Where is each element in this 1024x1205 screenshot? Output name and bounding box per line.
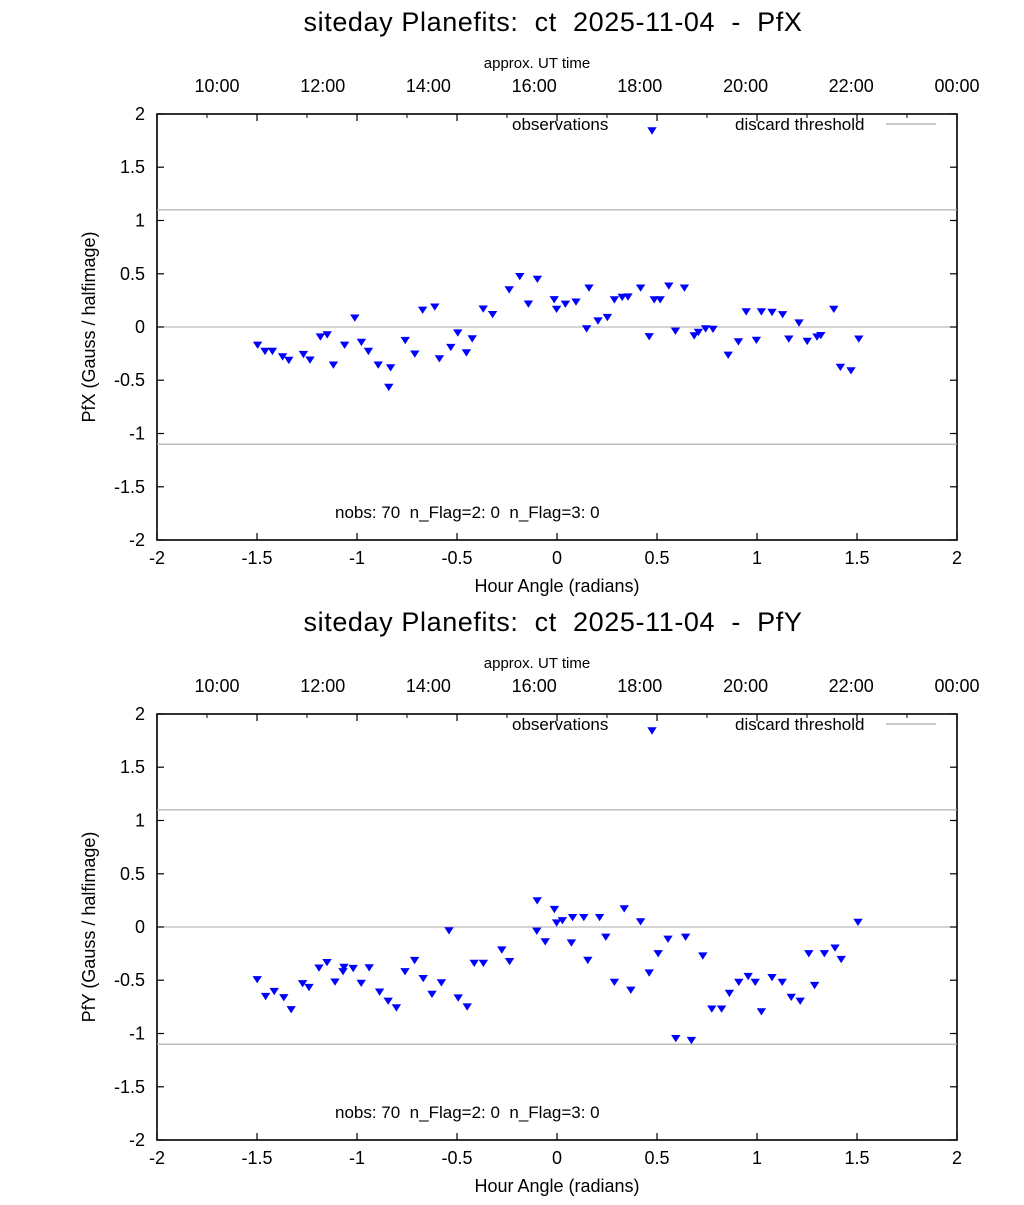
svg-text:-1: -1 [349,1148,365,1168]
svg-text:0.5: 0.5 [120,264,145,284]
svg-text:00:00: 00:00 [934,76,979,96]
svg-text:0.5: 0.5 [644,548,669,568]
svg-text:-0.5: -0.5 [114,970,145,990]
svg-text:1: 1 [135,211,145,231]
svg-text:14:00: 14:00 [406,676,451,696]
svg-text:1: 1 [752,548,762,568]
svg-text:-0.5: -0.5 [114,370,145,390]
svg-text:16:00: 16:00 [512,676,557,696]
svg-text:0: 0 [135,317,145,337]
svg-text:-2: -2 [129,530,145,550]
svg-text:-2: -2 [149,1148,165,1168]
svg-text:nobs: 70 n_Flag=2: 0 n_Flag=: nobs: 70 n_Flag=2: 0 n_Flag=3: 0 [335,1103,600,1122]
svg-text:discard threshold: discard threshold [735,715,864,734]
svg-text:10:00: 10:00 [194,76,239,96]
svg-text:10:00: 10:00 [194,676,239,696]
svg-text:siteday Planefits: ct 2025-1: siteday Planefits: ct 2025-11-04 - PfY [304,607,803,637]
svg-text:approx. UT time: approx. UT time [484,655,590,672]
svg-text:-1.5: -1.5 [241,1148,272,1168]
svg-text:-2: -2 [129,1130,145,1150]
svg-text:observations: observations [512,115,608,134]
svg-text:18:00: 18:00 [617,76,662,96]
svg-text:PfX (Gauss / halfimage): PfX (Gauss / halfimage) [79,231,99,422]
svg-text:observations: observations [512,715,608,734]
svg-text:18:00: 18:00 [617,676,662,696]
svg-text:1: 1 [752,1148,762,1168]
svg-text:20:00: 20:00 [723,76,768,96]
svg-text:22:00: 22:00 [829,676,874,696]
svg-text:0.5: 0.5 [120,864,145,884]
svg-text:discard threshold: discard threshold [735,115,864,134]
svg-text:1.5: 1.5 [120,157,145,177]
svg-text:approx. UT time: approx. UT time [484,55,590,72]
svg-text:0: 0 [552,548,562,568]
svg-text:-0.5: -0.5 [441,1148,472,1168]
svg-text:2: 2 [952,548,962,568]
svg-text:-1: -1 [129,424,145,444]
svg-text:Hour Angle (radians): Hour Angle (radians) [474,576,639,596]
svg-text:-2: -2 [149,548,165,568]
svg-text:12:00: 12:00 [300,676,345,696]
svg-text:12:00: 12:00 [300,76,345,96]
svg-text:2: 2 [135,704,145,724]
svg-text:-1: -1 [129,1024,145,1044]
svg-text:-1.5: -1.5 [114,477,145,497]
svg-text:-0.5: -0.5 [441,548,472,568]
svg-text:Hour Angle (radians): Hour Angle (radians) [474,1176,639,1196]
svg-text:00:00: 00:00 [934,676,979,696]
svg-text:0: 0 [552,1148,562,1168]
svg-text:1.5: 1.5 [844,548,869,568]
svg-text:PfY (Gauss / halfimage): PfY (Gauss / halfimage) [79,832,99,1023]
svg-text:16:00: 16:00 [512,76,557,96]
svg-text:0: 0 [135,917,145,937]
svg-text:-1.5: -1.5 [114,1077,145,1097]
svg-text:1.5: 1.5 [844,1148,869,1168]
svg-text:0.5: 0.5 [644,1148,669,1168]
svg-text:20:00: 20:00 [723,676,768,696]
svg-text:1: 1 [135,811,145,831]
svg-text:siteday Planefits: ct 2025-1: siteday Planefits: ct 2025-11-04 - PfX [304,7,803,37]
svg-text:22:00: 22:00 [829,76,874,96]
svg-text:2: 2 [952,1148,962,1168]
svg-text:-1.5: -1.5 [241,548,272,568]
svg-text:-1: -1 [349,548,365,568]
svg-text:2: 2 [135,104,145,124]
svg-text:nobs: 70 n_Flag=2: 0 n_Flag=: nobs: 70 n_Flag=2: 0 n_Flag=3: 0 [335,503,600,522]
svg-text:14:00: 14:00 [406,76,451,96]
svg-text:1.5: 1.5 [120,757,145,777]
